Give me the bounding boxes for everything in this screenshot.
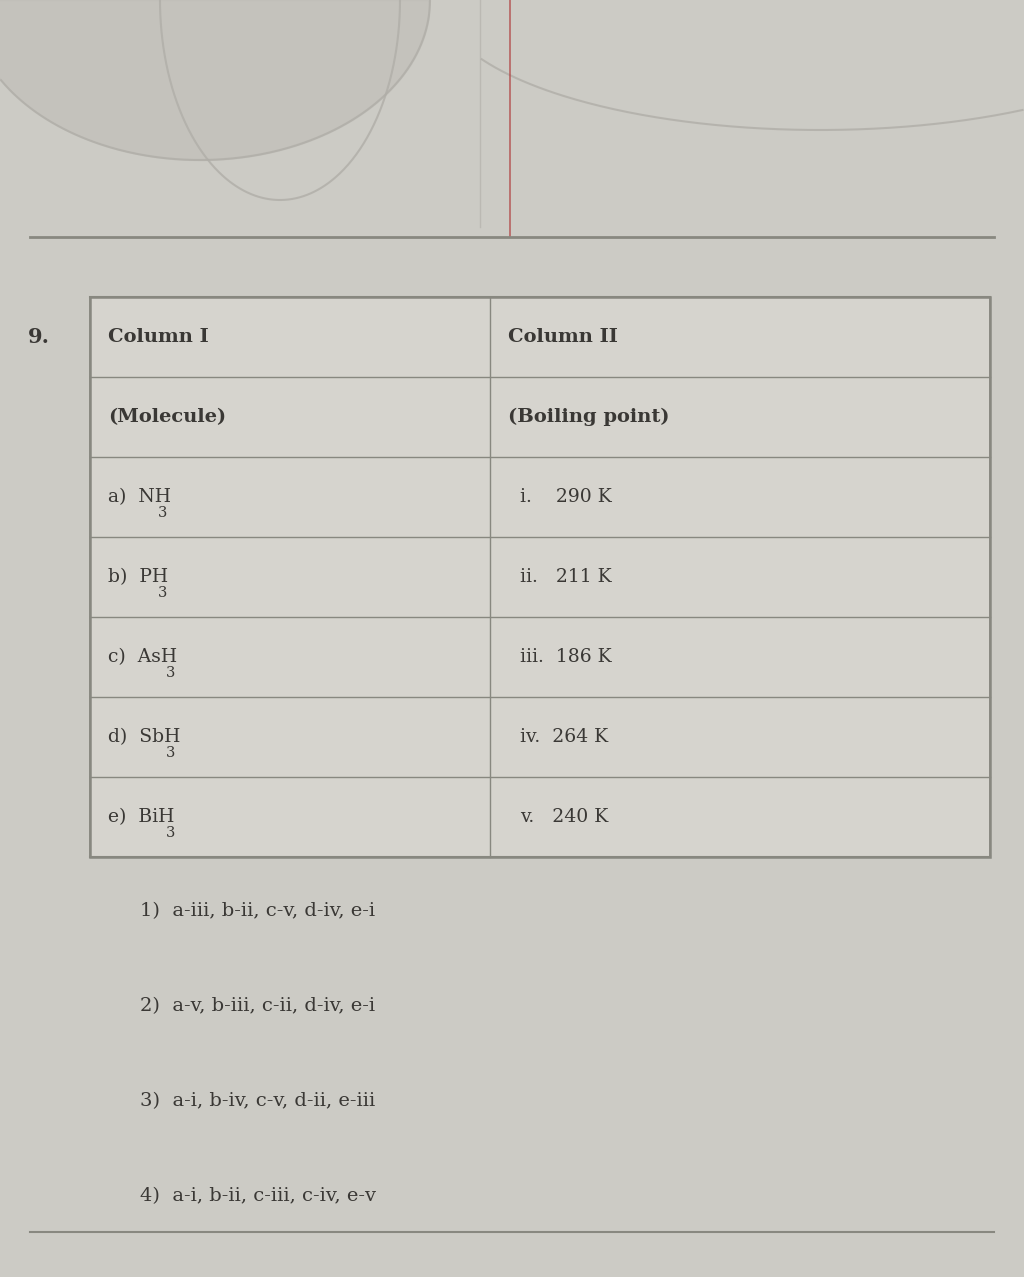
Bar: [90, 298, 990, 857]
Text: 3: 3: [158, 586, 167, 600]
Text: 3)  a-i, b-iv, c-v, d-ii, e-iii: 3) a-i, b-iv, c-v, d-ii, e-iii: [140, 1092, 375, 1110]
Text: Column I: Column I: [108, 328, 209, 346]
Text: iv.  264 K: iv. 264 K: [520, 728, 608, 746]
Text: (Molecule): (Molecule): [108, 407, 226, 427]
Text: e)  BiH: e) BiH: [108, 808, 174, 826]
Text: 2)  a-v, b-iii, c-ii, d-iv, e-i: 2) a-v, b-iii, c-ii, d-iv, e-i: [140, 997, 375, 1015]
Text: 9.: 9.: [28, 327, 50, 347]
Text: a)  NH: a) NH: [108, 488, 171, 506]
Text: d)  SbH: d) SbH: [108, 728, 180, 746]
Text: 4)  a-i, b-ii, c-iii, c-iv, e-v: 4) a-i, b-ii, c-iii, c-iv, e-v: [140, 1188, 376, 1205]
Text: v.   240 K: v. 240 K: [520, 808, 608, 826]
Text: 3: 3: [166, 746, 175, 760]
Text: ii.   211 K: ii. 211 K: [520, 568, 611, 586]
Text: 3: 3: [166, 826, 175, 840]
Text: c)  AsH: c) AsH: [108, 647, 177, 667]
Bar: [90, 298, 990, 857]
Text: 3: 3: [158, 506, 167, 520]
Text: i.    290 K: i. 290 K: [520, 488, 611, 506]
Text: 1)  a-iii, b-ii, c-v, d-iv, e-i: 1) a-iii, b-ii, c-v, d-iv, e-i: [140, 902, 375, 919]
Text: Column II: Column II: [508, 328, 617, 346]
Text: b)  PH: b) PH: [108, 568, 168, 586]
Text: 3: 3: [166, 667, 175, 679]
Text: (Boiling point): (Boiling point): [508, 407, 670, 427]
Text: iii.  186 K: iii. 186 K: [520, 647, 611, 667]
